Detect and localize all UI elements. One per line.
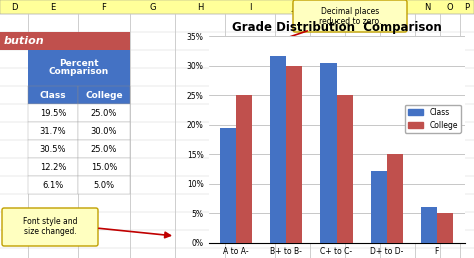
FancyBboxPatch shape — [78, 104, 130, 122]
FancyBboxPatch shape — [293, 0, 407, 32]
Text: Class: Class — [40, 91, 66, 100]
FancyBboxPatch shape — [28, 86, 78, 104]
Text: H: H — [197, 3, 203, 12]
Bar — [220, 127, 236, 243]
Bar — [270, 55, 286, 243]
Text: E: E — [50, 3, 55, 12]
FancyBboxPatch shape — [28, 140, 78, 158]
FancyBboxPatch shape — [28, 104, 78, 122]
Text: M: M — [394, 3, 401, 12]
FancyBboxPatch shape — [78, 158, 130, 176]
FancyBboxPatch shape — [78, 122, 130, 140]
Bar — [320, 63, 337, 243]
FancyBboxPatch shape — [0, 32, 130, 50]
Text: reduced to zero.: reduced to zero. — [319, 17, 381, 26]
FancyBboxPatch shape — [28, 158, 78, 176]
FancyBboxPatch shape — [28, 122, 78, 140]
Text: D: D — [11, 3, 17, 12]
FancyBboxPatch shape — [78, 176, 130, 194]
FancyBboxPatch shape — [78, 140, 130, 158]
FancyBboxPatch shape — [28, 50, 130, 86]
Bar — [236, 95, 252, 243]
FancyBboxPatch shape — [0, 0, 474, 14]
Text: 19.5%: 19.5% — [40, 109, 66, 117]
Text: 6.1%: 6.1% — [42, 181, 64, 189]
FancyBboxPatch shape — [28, 176, 78, 194]
Bar — [337, 95, 353, 243]
Text: 31.7%: 31.7% — [40, 126, 66, 135]
Text: G: G — [149, 3, 156, 12]
FancyBboxPatch shape — [78, 86, 130, 104]
Text: 25.0%: 25.0% — [91, 144, 117, 154]
Bar — [286, 66, 302, 243]
Legend: Class, College: Class, College — [405, 105, 461, 133]
Text: P: P — [465, 3, 470, 12]
FancyBboxPatch shape — [2, 208, 98, 246]
Text: College: College — [85, 91, 123, 100]
Text: K: K — [325, 3, 330, 12]
Text: 15.0%: 15.0% — [91, 163, 117, 172]
Text: bution: bution — [4, 36, 45, 46]
Text: 5.0%: 5.0% — [93, 181, 115, 189]
Text: F: F — [101, 3, 107, 12]
Bar — [421, 207, 437, 243]
Text: O: O — [447, 3, 453, 12]
Text: L: L — [360, 3, 365, 12]
Text: Decimal places: Decimal places — [321, 6, 379, 15]
Bar — [437, 213, 453, 243]
Text: 30.0%: 30.0% — [91, 126, 117, 135]
Text: Percent: Percent — [59, 60, 99, 69]
Text: J: J — [291, 3, 294, 12]
Bar — [387, 154, 403, 243]
Title: Grade Distribution  Comparison: Grade Distribution Comparison — [232, 21, 441, 34]
Text: 25.0%: 25.0% — [91, 109, 117, 117]
Text: Font style and: Font style and — [23, 217, 77, 227]
Text: Comparison: Comparison — [49, 68, 109, 77]
Text: 30.5%: 30.5% — [40, 144, 66, 154]
Text: N: N — [424, 3, 431, 12]
Bar — [371, 171, 387, 243]
Text: I: I — [249, 3, 251, 12]
Text: size changed.: size changed. — [24, 227, 76, 236]
Text: 12.2%: 12.2% — [40, 163, 66, 172]
